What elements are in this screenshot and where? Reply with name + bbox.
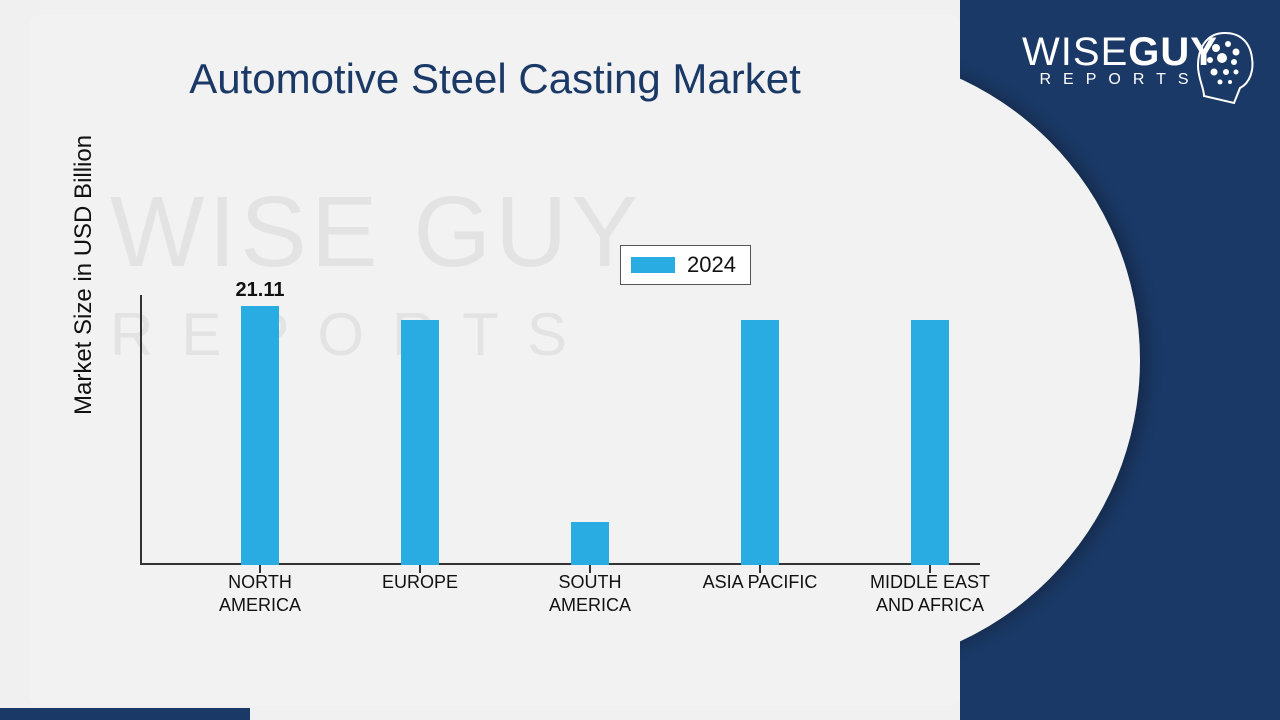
- legend-swatch: [631, 257, 675, 273]
- main-panel: WISE GUY REPORTS Automotive Steel Castin…: [30, 15, 960, 705]
- brand-head-icon: [1190, 28, 1260, 108]
- bar-3: [741, 320, 779, 565]
- y-axis: [140, 295, 142, 565]
- bar-label-1: EUROPE: [350, 571, 490, 594]
- bar-label-3: ASIA PACIFIC: [690, 571, 830, 594]
- bar-4: [911, 320, 949, 565]
- bar-slot-3: [690, 316, 830, 565]
- legend-label: 2024: [687, 252, 736, 278]
- bar-slot-2: [520, 518, 660, 565]
- bar-label-0: NORTH AMERICA: [190, 571, 330, 616]
- bar-slot-0: 21.11: [190, 279, 330, 565]
- bar-label-4: MIDDLE EAST AND AFRICA: [860, 571, 1000, 616]
- bar-2: [571, 522, 609, 565]
- chart-area: 21.11 NORTH AMERICA EUROPE SOUTH AMERICA…: [140, 295, 960, 565]
- bar-label-2: SOUTH AMERICA: [520, 571, 660, 616]
- bar-value-0: 21.11: [236, 279, 285, 302]
- brand-word-1: WISE: [1022, 30, 1128, 74]
- bar-slot-4: [860, 316, 1000, 565]
- watermark-line1: WISE GUY: [110, 175, 930, 290]
- bar-0: [241, 306, 279, 565]
- bar-slot-1: [350, 316, 490, 565]
- bar-1: [401, 320, 439, 565]
- y-axis-label: Market Size in USD Billion: [70, 135, 98, 415]
- footer-accent-bar: [0, 708, 250, 720]
- legend: 2024: [620, 245, 751, 285]
- chart-title: Automotive Steel Casting Market: [30, 55, 960, 103]
